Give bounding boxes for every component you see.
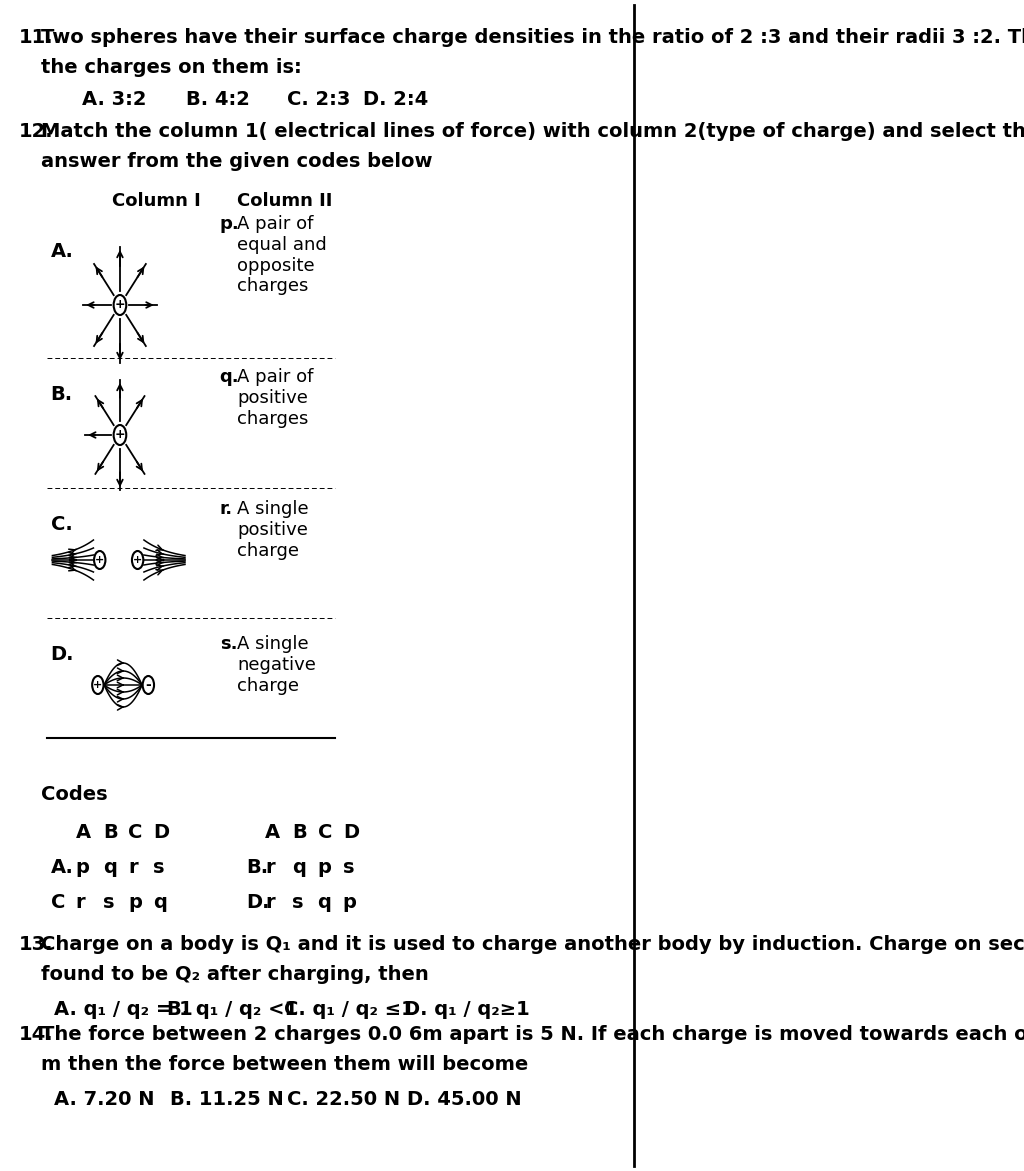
Text: Codes: Codes <box>41 785 108 804</box>
Text: A.: A. <box>50 242 74 261</box>
Text: A pair of
positive
charges: A pair of positive charges <box>238 368 313 427</box>
Circle shape <box>132 552 143 569</box>
Text: A.: A. <box>50 858 74 877</box>
Text: B. 11.25 N: B. 11.25 N <box>170 1090 285 1109</box>
Circle shape <box>142 676 154 694</box>
Text: s: s <box>292 893 304 912</box>
Text: C: C <box>128 823 142 842</box>
Text: s: s <box>154 858 165 877</box>
Text: D. 45.00 N: D. 45.00 N <box>408 1090 522 1109</box>
Text: A pair of
equal and
opposite
charges: A pair of equal and opposite charges <box>238 215 327 295</box>
Text: 14.: 14. <box>18 1025 53 1045</box>
Text: D. 2:4: D. 2:4 <box>364 90 428 109</box>
Text: p: p <box>317 858 332 877</box>
Text: C: C <box>50 893 65 912</box>
Text: B: B <box>292 823 307 842</box>
Text: r: r <box>128 858 138 877</box>
Text: The force between 2 charges 0.0 6m apart is 5 N. If each charge is moved towards: The force between 2 charges 0.0 6m apart… <box>41 1025 1024 1045</box>
Text: D: D <box>154 823 170 842</box>
Text: D.: D. <box>50 645 74 664</box>
Text: D.: D. <box>246 893 269 912</box>
Text: p: p <box>128 893 142 912</box>
Text: q: q <box>292 858 306 877</box>
Text: 11.: 11. <box>18 28 53 47</box>
Text: A: A <box>265 823 281 842</box>
Text: q: q <box>154 893 167 912</box>
Text: q.: q. <box>220 368 240 386</box>
Text: q: q <box>317 893 332 912</box>
Text: Two spheres have their surface charge densities in the ratio of 2 :3 and their r: Two spheres have their surface charge de… <box>41 28 1024 47</box>
Text: 13.: 13. <box>18 934 53 954</box>
Circle shape <box>92 676 103 694</box>
Text: A. 7.20 N: A. 7.20 N <box>53 1090 155 1109</box>
Text: D. q₁ / q₂≥1: D. q₁ / q₂≥1 <box>404 1000 529 1019</box>
Text: B.: B. <box>50 385 73 404</box>
Text: s: s <box>102 893 115 912</box>
Text: Charge on a body is Q₁ and it is used to charge another body by induction. Charg: Charge on a body is Q₁ and it is used to… <box>41 934 1024 954</box>
Text: C: C <box>317 823 332 842</box>
Text: D: D <box>343 823 359 842</box>
Text: 12.: 12. <box>18 122 53 141</box>
Text: p: p <box>343 893 356 912</box>
Text: B. 4:2: B. 4:2 <box>186 90 250 109</box>
Text: +: + <box>133 555 142 564</box>
Text: A. 3:2: A. 3:2 <box>82 90 146 109</box>
Text: -: - <box>145 678 152 692</box>
Text: answer from the given codes below: answer from the given codes below <box>41 152 432 171</box>
Text: C.: C. <box>50 515 73 534</box>
Text: A: A <box>76 823 91 842</box>
Text: s.: s. <box>220 635 238 653</box>
Text: found to be Q₂ after charging, then: found to be Q₂ after charging, then <box>41 965 429 984</box>
Text: +: + <box>93 680 102 690</box>
Text: +: + <box>95 555 104 564</box>
Circle shape <box>94 552 105 569</box>
Text: C. q₁ / q₂ ≤1: C. q₁ / q₂ ≤1 <box>284 1000 415 1019</box>
Text: Column I: Column I <box>113 192 201 210</box>
Text: r.: r. <box>220 500 232 518</box>
Text: B.: B. <box>246 858 268 877</box>
Text: r: r <box>76 893 85 912</box>
Text: Match the column 1( electrical lines of force) with column 2(type of charge) and: Match the column 1( electrical lines of … <box>41 122 1024 141</box>
Text: the charges on them is:: the charges on them is: <box>41 59 302 77</box>
Text: +: + <box>115 299 125 311</box>
Circle shape <box>114 425 126 445</box>
Text: A. q₁ / q₂ = 1: A. q₁ / q₂ = 1 <box>53 1000 193 1019</box>
Text: q: q <box>102 858 117 877</box>
Text: A single
negative
charge: A single negative charge <box>238 635 316 694</box>
Text: m then the force between them will become: m then the force between them will becom… <box>41 1055 528 1074</box>
Text: p: p <box>76 858 90 877</box>
Text: C. 2:3: C. 2:3 <box>288 90 350 109</box>
Text: B. q₁ / q₂ <1: B. q₁ / q₂ <1 <box>167 1000 298 1019</box>
Text: r: r <box>265 858 274 877</box>
Text: Column II: Column II <box>237 192 332 210</box>
Text: B: B <box>102 823 118 842</box>
Text: A single
positive
charge: A single positive charge <box>238 500 309 560</box>
Circle shape <box>114 295 126 315</box>
Text: r: r <box>265 893 274 912</box>
Text: s: s <box>343 858 354 877</box>
Text: p.: p. <box>220 215 240 233</box>
Text: C. 22.50 N: C. 22.50 N <box>288 1090 400 1109</box>
Text: +: + <box>115 429 125 441</box>
